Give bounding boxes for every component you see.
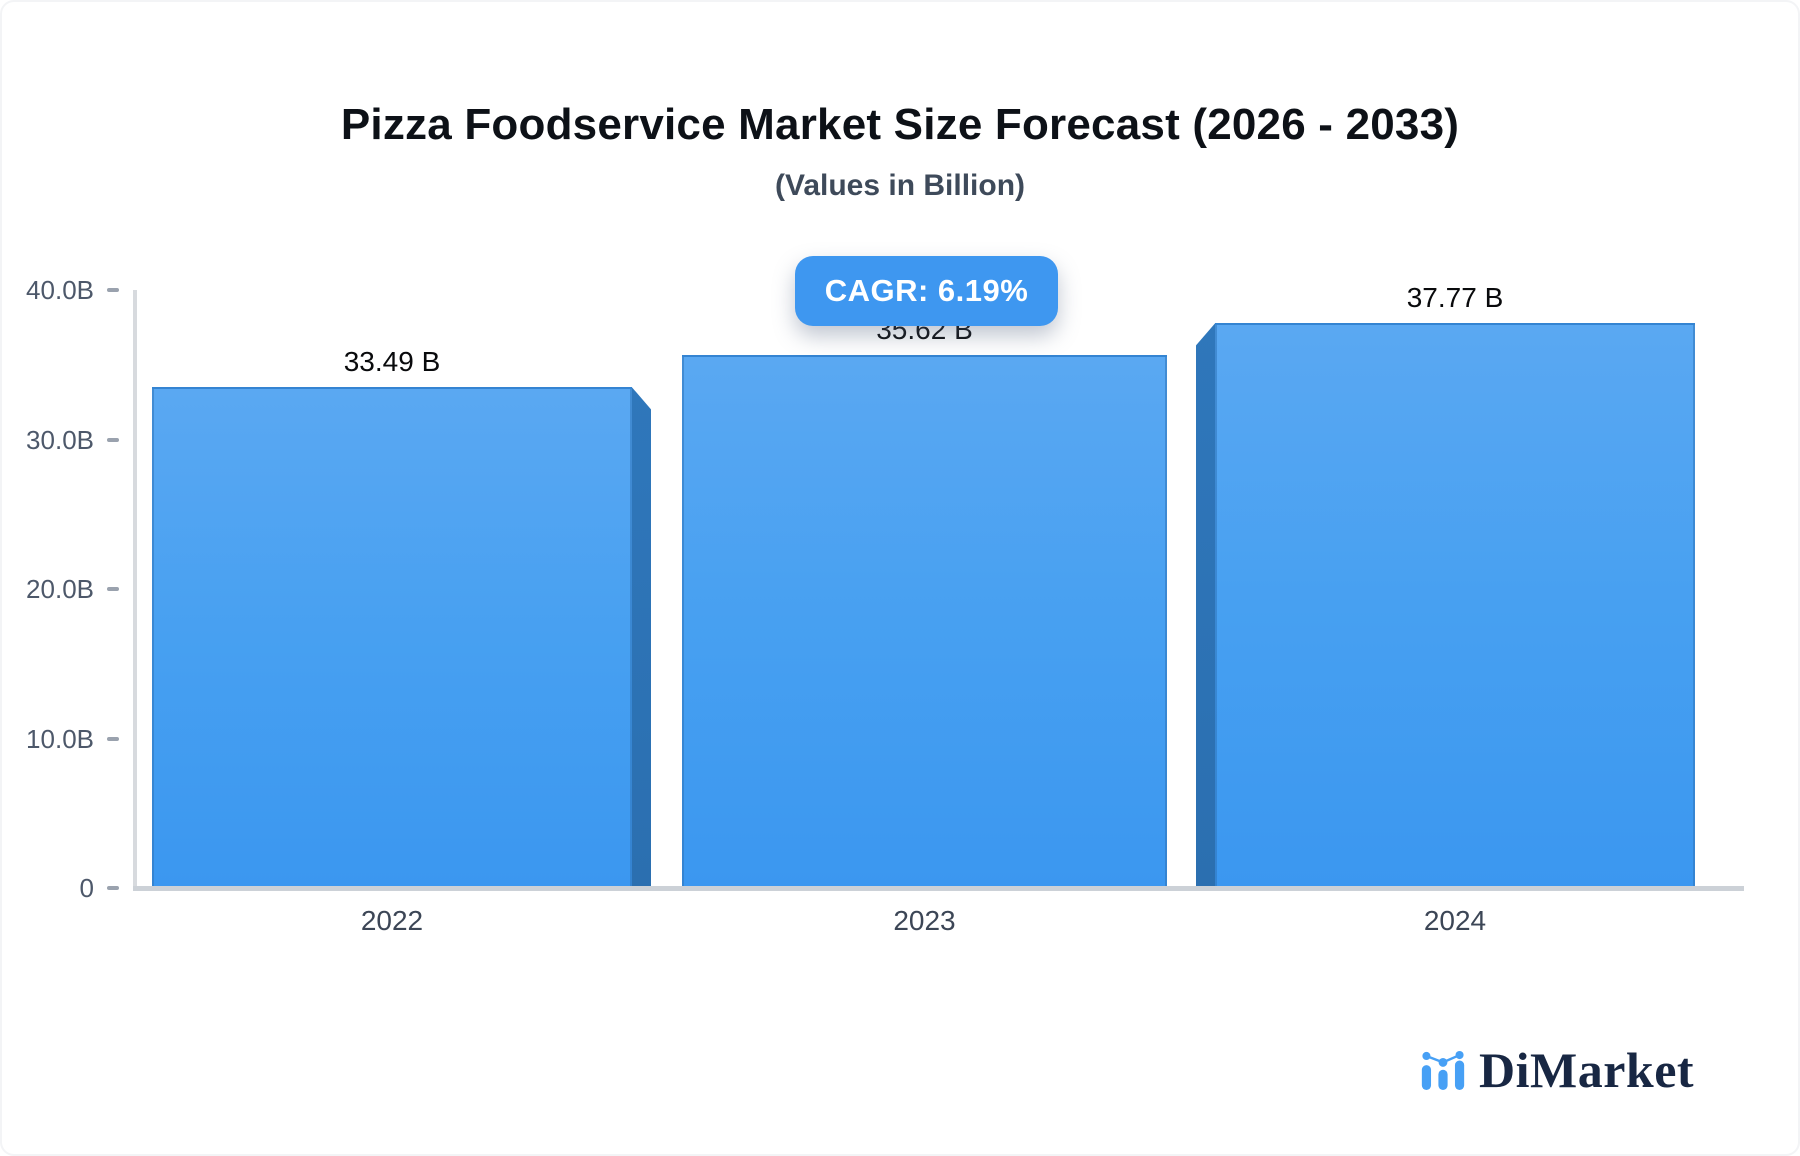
- bar-value-label: 33.49 B: [343, 346, 441, 378]
- dimarket-logo-text: DiMarket: [1479, 1042, 1695, 1098]
- y-axis-tick-label: 30.0B: [26, 424, 94, 455]
- bar-2022[interactable]: [152, 387, 632, 886]
- bar-value-label: 37.77 B: [1406, 282, 1504, 314]
- y-axis-tick-label: 40.0B: [26, 275, 94, 305]
- bar-side-panel: [1196, 323, 1215, 886]
- y-axis-tick: [107, 587, 119, 591]
- x-axis-label-2024: 2024: [1423, 905, 1487, 936]
- dimarket-logo: DiMarket: [1420, 1036, 1694, 1098]
- y-axis-tick: [107, 736, 119, 741]
- cagr-badge: CAGR: 6.19%: [795, 256, 1058, 326]
- x-axis-line: [133, 886, 1744, 891]
- x-axis-label-2023: 2023: [893, 905, 956, 936]
- y-axis-tick-label: 10.0B: [26, 723, 94, 754]
- bar-2024[interactable]: [1215, 323, 1695, 886]
- y-axis-tick: [107, 288, 119, 292]
- y-axis-tick-label: 0: [79, 873, 94, 903]
- cagr-badge-label: CAGR: 6.19%: [824, 273, 1029, 308]
- y-axis-tick: [107, 886, 119, 890]
- bar-2023[interactable]: [682, 355, 1167, 886]
- y-axis-line: [133, 290, 137, 891]
- chart-subtitle: (Values in Billion): [774, 169, 1026, 202]
- y-axis-tick: [107, 437, 119, 442]
- x-axis-label-2022: 2022: [360, 905, 424, 936]
- y-axis-tick-label: 20.0B: [26, 574, 94, 604]
- chart-title: Pizza Foodservice Market Size Forecast (…: [340, 100, 1460, 149]
- bar-side-panel: [632, 387, 651, 886]
- dimarket-logo-icon: [1421, 1050, 1465, 1090]
